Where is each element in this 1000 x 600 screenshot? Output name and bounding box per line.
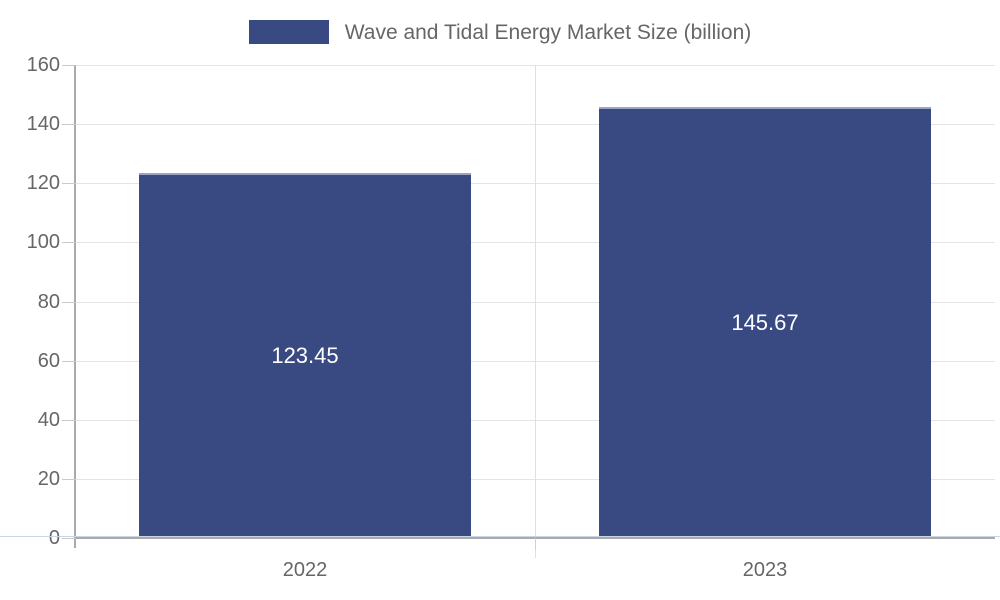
y-axis-tick-label: 140 [26,113,60,136]
y-axis-tick-label: 60 [37,349,60,372]
y-axis-tick-mark [62,65,76,66]
y-axis-tick-mark [62,183,76,185]
y-axis-tick-label: 100 [26,231,60,254]
bar-top-highlight [599,107,931,110]
bar-value-label: 145.67 [731,309,799,335]
y-axis-tick-label: 120 [26,172,60,195]
legend-color-swatch [248,20,329,44]
y-axis: 0 20 40 60 80 100 120 140 160 [0,0,60,600]
y-axis-tick-mark [62,538,76,539]
plot-area: 123.45 145.67 [75,65,995,558]
category-separator [535,65,536,558]
y-axis-tick-label: 0 [48,527,60,549]
legend-item-0[interactable]: Wave and Tidal Energy Market Size (billi… [248,20,752,44]
x-axis-category-label: 2023 [742,559,788,581]
chart-legend: Wave and Tidal Energy Market Size (billi… [0,12,1000,52]
y-axis-tick-label: 160 [26,54,60,76]
y-axis-tick-mark [62,242,76,244]
bar-value-label: 123.45 [271,342,339,368]
y-axis-tick-mark [62,419,76,421]
y-axis-tick-label: 40 [37,408,60,431]
y-axis-tick-label: 80 [37,290,60,313]
bar-2022[interactable]: 123.45 [139,173,471,538]
bar-2023[interactable]: 145.67 [599,107,931,538]
y-axis-tick-mark [62,301,76,303]
x-axis-tick-mark [535,538,536,550]
y-axis-tick-label: 20 [37,467,60,490]
y-axis-line [74,65,76,548]
x-axis-category-label: 2022 [282,559,328,581]
bar-top-highlight [139,173,471,176]
y-axis-tick-mark [62,124,76,126]
y-axis-tick-mark [62,360,76,362]
legend-item-label: Wave and Tidal Energy Market Size (billi… [344,20,752,44]
baseline-underline [0,536,1000,537]
y-axis-tick-mark [62,478,76,480]
